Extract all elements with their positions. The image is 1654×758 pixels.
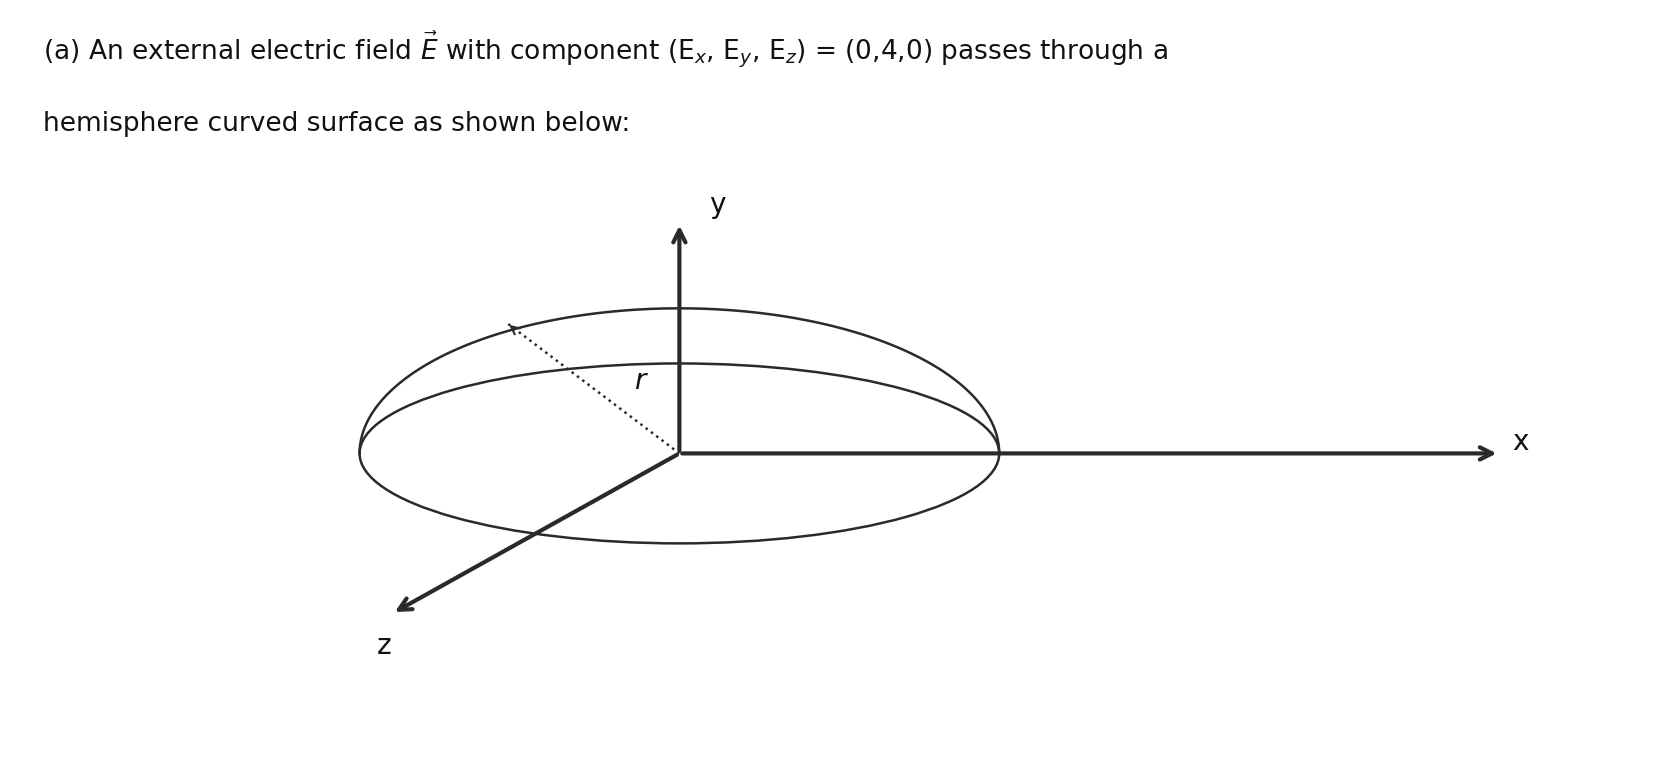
Text: (a) An external electric field $\vec{E}$ with component (E$_x$, E$_y$, E$_z$) = : (a) An external electric field $\vec{E}$… [43, 30, 1168, 70]
Text: x: x [1512, 428, 1528, 456]
Text: z: z [377, 632, 392, 660]
Text: y: y [710, 191, 726, 219]
Text: r: r [633, 367, 645, 395]
Text: hemisphere curved surface as shown below:: hemisphere curved surface as shown below… [43, 111, 630, 137]
